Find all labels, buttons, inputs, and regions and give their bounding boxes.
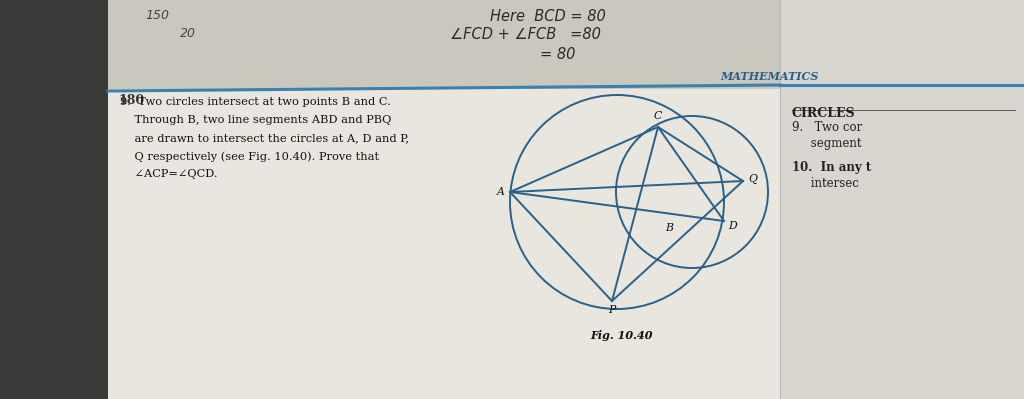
Text: MATHEMATICS: MATHEMATICS (720, 71, 818, 82)
Text: 20: 20 (180, 27, 196, 40)
Text: 9.   Two cor: 9. Two cor (792, 121, 862, 134)
Text: Fig. 10.40: Fig. 10.40 (591, 330, 653, 341)
Text: C: C (653, 111, 663, 121)
Text: ∠FCD + ∠FCB   =80: ∠FCD + ∠FCB =80 (450, 27, 601, 42)
Text: segment: segment (792, 137, 861, 150)
Text: D: D (729, 221, 737, 231)
Text: 180: 180 (118, 94, 144, 107)
Text: = 80: = 80 (540, 47, 575, 62)
Text: Q: Q (749, 174, 758, 184)
Text: CIRCLES: CIRCLES (792, 107, 856, 120)
Text: are drawn to intersect the circles at A, D and P,: are drawn to intersect the circles at A,… (120, 133, 410, 143)
FancyBboxPatch shape (108, 0, 870, 89)
Text: Through B, two line segments ABD and PBQ: Through B, two line segments ABD and PBQ (120, 115, 391, 125)
Text: Q respectively (see Fig. 10.40). Prove that: Q respectively (see Fig. 10.40). Prove t… (120, 151, 379, 162)
Text: P: P (608, 305, 615, 315)
FancyBboxPatch shape (108, 0, 870, 399)
Text: 9.  Two circles intersect at two points B and C.: 9. Two circles intersect at two points B… (120, 97, 391, 107)
Text: intersec: intersec (792, 177, 859, 190)
Text: B: B (665, 223, 673, 233)
Text: 10.  In any t: 10. In any t (792, 161, 871, 174)
Text: A: A (497, 187, 505, 197)
Text: 150: 150 (145, 9, 169, 22)
Text: ∠ACP=∠QCD.: ∠ACP=∠QCD. (120, 169, 218, 179)
FancyBboxPatch shape (780, 0, 1024, 399)
Text: Here  BCD = 80: Here BCD = 80 (490, 9, 606, 24)
